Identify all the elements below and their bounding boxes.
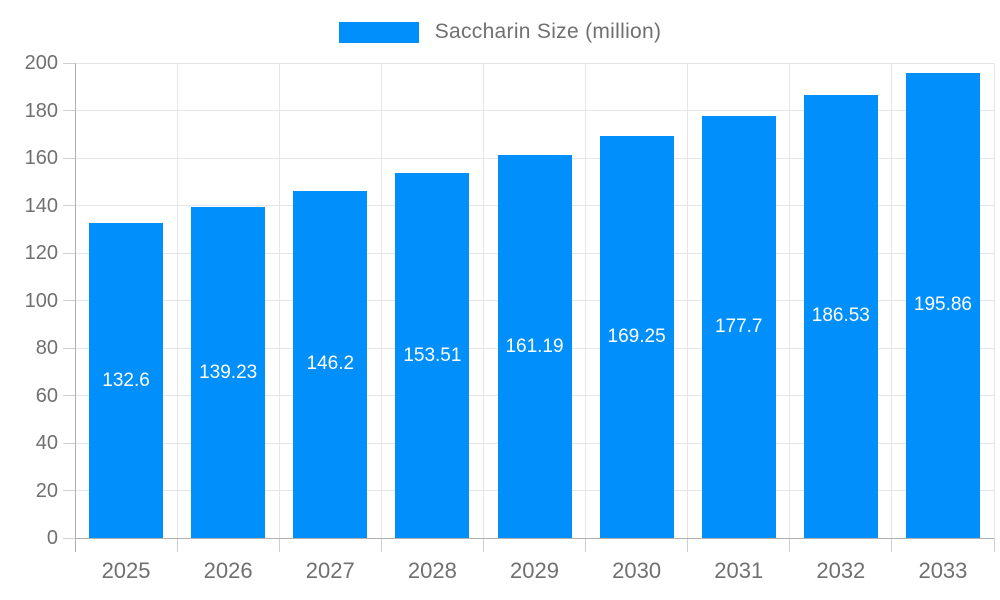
x-axis-tick — [789, 538, 791, 552]
bar-value-label: 146.2 — [306, 353, 355, 375]
y-axis-tick — [63, 157, 75, 159]
x-axis-label: 2029 — [510, 558, 559, 583]
bar-value-label: 139.23 — [199, 361, 258, 383]
y-axis-label: 200 — [24, 52, 58, 74]
bar-2026[interactable]: 139.23 — [191, 207, 266, 538]
x-axis-line — [75, 538, 994, 539]
bar-value-label: 153.51 — [403, 344, 462, 366]
x-axis-tick — [993, 538, 995, 552]
gridline-vertical — [891, 63, 893, 538]
bar-value-label: 186.53 — [811, 305, 870, 327]
y-axis-tick — [63, 62, 75, 64]
gridline-vertical — [687, 63, 689, 538]
x-axis-label: 2026 — [203, 558, 253, 583]
bar-2032[interactable]: 186.53 — [803, 94, 878, 538]
gridline-vertical — [278, 63, 280, 538]
y-axis-tick — [63, 442, 75, 444]
x-axis-label: 2027 — [305, 558, 355, 583]
y-axis-label: 20 — [35, 479, 58, 502]
x-axis-label: 2031 — [714, 558, 764, 583]
legend-swatch — [338, 21, 419, 43]
chart-legend[interactable]: Saccharin Size (million) — [0, 16, 1000, 48]
y-axis-tick — [63, 205, 75, 206]
x-axis-label: 2032 — [816, 558, 866, 583]
legend-label: Saccharin Size (million) — [434, 20, 662, 43]
y-axis-label: 60 — [35, 384, 58, 407]
y-axis-label: 160 — [24, 147, 58, 169]
plot-area: 132.6 139.23 146.2 153.51 161.19 169.25 177.7 1… — [75, 62, 995, 538]
y-axis-tick — [63, 300, 75, 301]
bar-value-label: 132.6 — [102, 369, 150, 391]
bar-2030[interactable]: 169.25 — [599, 136, 674, 538]
x-axis-tick — [380, 538, 382, 552]
y-axis-tick — [63, 490, 75, 491]
y-axis-tick — [63, 347, 75, 349]
gridline-horizontal — [75, 62, 994, 64]
y-axis-label: 180 — [24, 99, 58, 122]
y-axis-label: 120 — [24, 242, 58, 264]
y-axis-tick — [63, 395, 75, 396]
bar-2025[interactable]: 132.6 — [89, 223, 164, 538]
x-axis-label: 2028 — [407, 558, 457, 583]
gridline-vertical — [482, 63, 484, 538]
x-axis-tick — [891, 538, 893, 552]
bar-value-label: 177.7 — [714, 315, 763, 337]
x-axis-label: 2025 — [101, 558, 151, 583]
gridline-vertical — [993, 63, 995, 538]
bar-2029[interactable]: 161.19 — [497, 155, 572, 538]
x-axis-tick — [176, 538, 178, 552]
x-axis-tick — [278, 538, 280, 552]
bar-2031[interactable]: 177.7 — [701, 115, 776, 538]
bar-2033[interactable]: 195.86 — [905, 72, 980, 538]
gridline-horizontal — [75, 110, 994, 111]
gridline-vertical — [176, 63, 178, 538]
x-axis-label: 2033 — [918, 558, 968, 583]
x-axis-tick — [585, 538, 587, 552]
y-axis-label: 40 — [35, 432, 58, 454]
gridline-vertical — [789, 63, 791, 538]
y-axis-tick — [63, 252, 75, 254]
y-axis-label: 100 — [24, 289, 58, 312]
gridline-vertical — [380, 63, 382, 538]
y-axis-label: 80 — [35, 337, 58, 359]
y-axis-tick — [63, 110, 75, 111]
x-axis-tick — [482, 538, 484, 552]
x-axis-tick — [687, 538, 689, 552]
y-axis-label: 140 — [24, 194, 58, 217]
bar-2027[interactable]: 146.2 — [293, 190, 368, 538]
y-axis-tick — [63, 537, 75, 539]
gridline-vertical — [585, 63, 587, 538]
bar-value-label: 169.25 — [607, 326, 666, 348]
y-axis-line — [75, 63, 76, 552]
bar-value-label: 161.19 — [505, 335, 564, 357]
y-axis-label: 0 — [46, 527, 58, 549]
bar-2028[interactable]: 153.51 — [395, 173, 470, 538]
bar-value-label: 195.86 — [913, 294, 972, 316]
x-axis-label: 2030 — [612, 558, 662, 583]
